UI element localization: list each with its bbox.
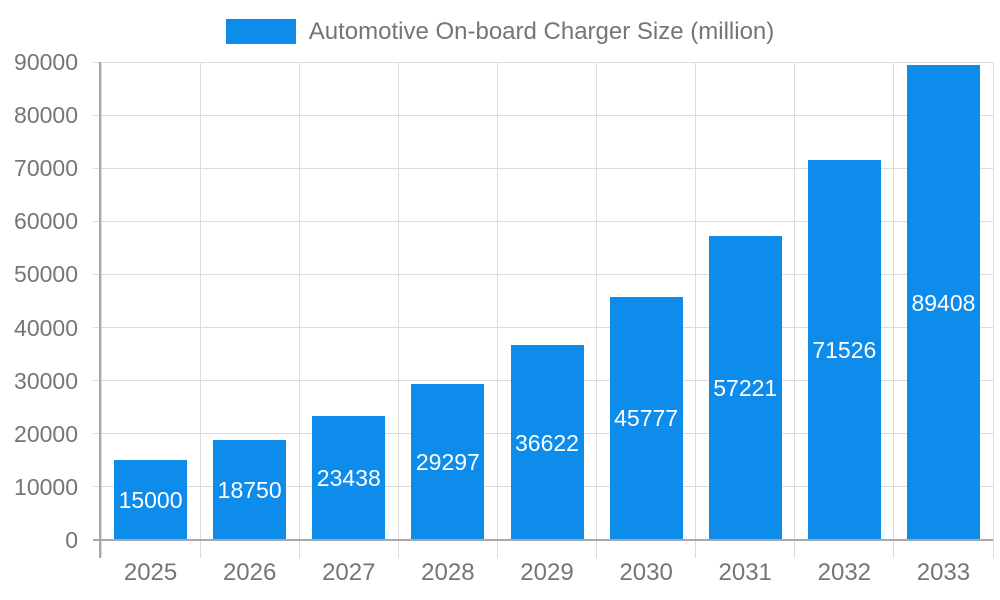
bar-value-label: 29297 (415, 449, 480, 476)
bar-value-label: 36622 (515, 429, 579, 456)
y-axis-tick-label: 10000 (14, 473, 78, 500)
x-axis-tick-label: 2031 (718, 559, 772, 586)
bar-value-label: 15000 (118, 487, 183, 514)
y-axis-line (99, 62, 101, 558)
legend-label: Automotive On-board Charger Size (millio… (308, 18, 775, 45)
y-axis-tick-label: 60000 (14, 208, 78, 235)
x-gridline (596, 62, 598, 558)
y-gridline (93, 61, 993, 63)
bar-value-label: 71526 (812, 337, 877, 364)
y-gridline (93, 220, 993, 222)
bar (510, 345, 584, 540)
y-axis-tick-label: 40000 (14, 314, 78, 341)
x-axis-tick-label: 2026 (222, 559, 277, 586)
y-axis-tick-label: 80000 (14, 102, 78, 129)
bar-value-label: 89408 (911, 289, 976, 316)
x-gridline (496, 62, 498, 558)
x-gridline (100, 62, 102, 558)
bar (312, 415, 386, 540)
y-axis-tick-label: 70000 (14, 155, 78, 182)
y-axis-tick-label: 0 (65, 527, 78, 553)
y-gridline (93, 167, 993, 169)
y-gridline (93, 273, 993, 275)
x-axis-tick-label: 2027 (322, 559, 376, 586)
bar (906, 65, 980, 540)
y-axis-tick-label: 20000 (14, 420, 78, 447)
legend: Automotive On-board Charger Size (millio… (0, 19, 1000, 44)
x-gridline (992, 62, 994, 558)
bar (807, 160, 881, 540)
bar (114, 460, 188, 540)
bar (213, 440, 287, 540)
legend-swatch-icon (225, 19, 296, 44)
x-gridline (893, 62, 895, 558)
x-axis-tick-label: 2033 (916, 559, 971, 586)
x-axis-line (93, 539, 993, 541)
y-axis-tick-label: 90000 (14, 49, 78, 75)
x-gridline (298, 62, 300, 558)
x-gridline (695, 62, 697, 558)
x-axis-tick-label: 2025 (123, 559, 178, 586)
y-gridline (93, 114, 993, 116)
y-gridline (93, 327, 993, 329)
y-axis-tick-label: 30000 (14, 367, 78, 394)
x-gridline (397, 62, 399, 558)
y-axis-tick-label: 50000 (14, 261, 78, 288)
x-axis-tick-label: 2029 (520, 559, 574, 586)
bar-value-label: 23438 (316, 464, 381, 491)
x-axis-tick-label: 2030 (619, 559, 673, 586)
x-axis-tick-label: 2032 (817, 559, 872, 586)
x-axis-tick-label: 2028 (421, 559, 475, 586)
bar (411, 384, 485, 540)
x-gridline (794, 62, 796, 558)
bar-value-label: 18750 (217, 477, 282, 504)
bar (609, 296, 683, 540)
bar (708, 236, 782, 540)
x-gridline (199, 62, 201, 558)
bar-value-label: 45777 (614, 405, 679, 432)
bar-value-label: 57221 (713, 375, 778, 402)
